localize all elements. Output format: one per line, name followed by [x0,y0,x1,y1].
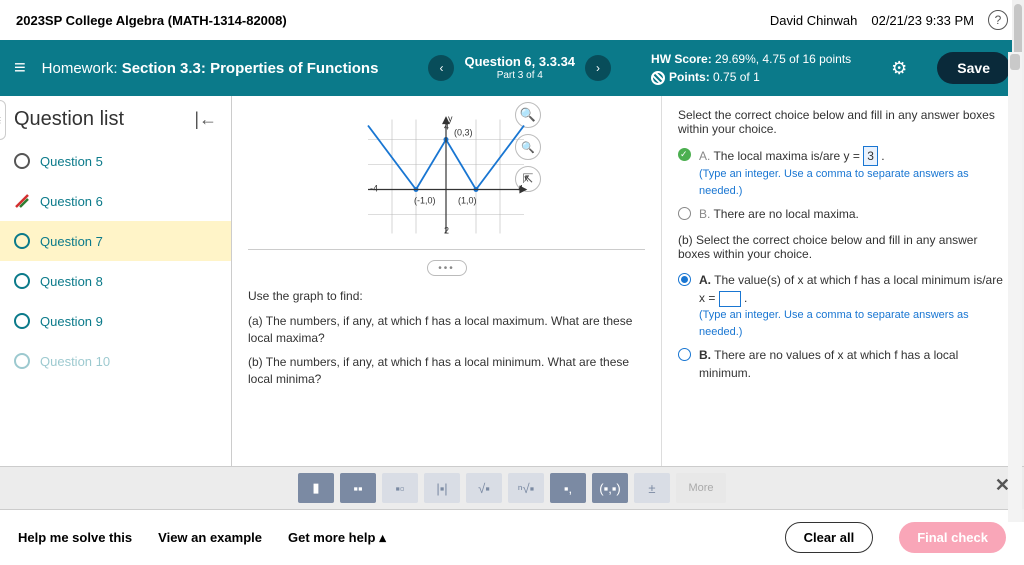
help-solve-link[interactable]: Help me solve this [18,530,132,545]
graph: yx4(0,3)(-1,0)(1,0)-442 [362,108,532,243]
view-example-link[interactable]: View an example [158,530,262,545]
course-title: 2023SP College Algebra (MATH-1314-82008) [16,13,287,28]
next-question-button[interactable]: › [585,55,611,81]
answer-pane: ⋮ Select the correct choice below and fi… [662,96,1024,466]
sidebar-item-q10[interactable]: Question 10 [0,341,231,381]
datetime: 02/21/23 9:33 PM [871,13,974,28]
score-block: HW Score: 29.69%, 4.75 of 16 points Poin… [651,50,851,86]
hint-text: (Type an integer. Use a comma to separat… [699,166,1010,199]
svg-text:4: 4 [444,122,449,132]
caret-up-icon: ▴ [379,530,386,546]
svg-text:(1,0): (1,0) [458,196,477,206]
final-check-button[interactable]: Final check [899,522,1006,553]
page-scrollbar[interactable] [1008,52,1022,522]
choice-label: B. [699,207,710,221]
prompt-b: (b) The numbers, if any, at which f has … [248,354,645,388]
answer-input[interactable] [719,291,741,307]
question-pane: 🔍 🔍 ⇱ [232,96,662,466]
choice-label: A. [699,273,711,287]
tool-more[interactable]: More [676,473,726,503]
footer-bar: Help me solve this View an example Get m… [0,509,1024,565]
question-part: Part 3 of 4 [464,70,575,83]
sidebar-item-q6[interactable]: Question 6 [0,181,231,221]
sidebar-item-label: Question 8 [40,274,103,289]
svg-text:(0,3): (0,3) [454,128,473,138]
radio-selected-icon[interactable] [678,273,691,286]
status-partial-icon [14,193,30,209]
main-area: Question list |← Question 5 Question 6 Q… [0,96,1024,466]
sidebar-item-label: Question 9 [40,314,103,329]
menu-icon[interactable]: ≡ [14,57,26,80]
tool-point[interactable]: (▪,▪) [592,473,628,503]
tool-comma[interactable]: ▪, [550,473,586,503]
sidebar-item-label: Question 6 [40,194,103,209]
status-incomplete-icon [14,153,30,169]
question-number: Question 6, 3.3.34 [464,54,575,70]
tool-exponent[interactable]: ▪▫ [382,473,418,503]
tool-mixed[interactable]: ▪▪ [340,473,376,503]
choice-label: A. [699,149,710,163]
instruction-text: Select the correct choice below and fill… [678,108,1010,136]
homework-title: Homework: Section 3.3: Properties of Fun… [42,60,379,77]
help-icon[interactable]: ? [988,10,1008,30]
svg-text:x: x [524,174,529,184]
assignment-bar: ≡ Homework: Section 3.3: Properties of F… [0,40,1024,96]
tool-nroot[interactable]: ⁿ√▪ [508,473,544,503]
math-toolbar: ▮ ▪▪ ▪▫ |▪| √▪ ⁿ√▪ ▪, (▪,▪) ± More ✕ [0,466,1024,509]
tool-abs[interactable]: |▪| [424,473,460,503]
tool-fraction[interactable]: ▮ [298,473,334,503]
svg-text:(-1,0): (-1,0) [414,196,436,206]
part-b-instruction: (b) Select the correct choice below and … [678,233,1010,261]
collapse-sidebar-icon[interactable]: |← [194,109,217,130]
user-name: David Chinwah [770,13,857,28]
progress-icon [651,71,665,85]
sidebar-item-label: Question 10 [40,354,110,369]
question-list-sidebar: Question list |← Question 5 Question 6 Q… [0,96,232,466]
sidebar-item-q8[interactable]: Question 8 [0,261,231,301]
get-more-help-link[interactable]: Get more help ▴ [288,530,386,546]
svg-text:4: 4 [518,184,523,194]
status-current-icon [14,233,30,249]
save-button[interactable]: Save [937,52,1010,84]
status-incomplete-icon [14,273,30,289]
svg-text:-4: -4 [370,184,378,194]
choice-b-a[interactable]: A. The value(s) of x at which f has a lo… [678,271,1010,340]
content-area: 🔍 🔍 ⇱ [232,96,1024,466]
question-list-title: Question list [14,108,124,131]
prompt-a: (a) The numbers, if any, at which f has … [248,313,645,347]
course-header: 2023SP College Algebra (MATH-1314-82008)… [0,0,1024,40]
question-nav: ‹ Question 6, 3.3.34 Part 3 of 4 › [428,54,611,83]
answer-value[interactable]: 3 [863,146,878,166]
prev-question-button[interactable]: ‹ [428,55,454,81]
tool-sqrt[interactable]: √▪ [466,473,502,503]
hint-text: (Type an integer. Use a comma to separat… [699,307,1010,340]
choice-b[interactable]: B. There are no local maxima. [678,205,1010,223]
tool-plusminus[interactable]: ± [634,473,670,503]
expand-handle[interactable]: ••• [427,260,467,276]
prompt-text: Use the graph to find: [248,288,645,305]
sidebar-item-label: Question 7 [40,234,103,249]
status-incomplete-icon [14,313,30,329]
radio-icon[interactable] [678,348,691,361]
radio-icon[interactable] [678,207,691,220]
choice-b-b[interactable]: B. There are no values of x at which f h… [678,346,1010,382]
radio-checked-icon[interactable] [678,148,691,161]
choice-a[interactable]: A. The local maxima is/are y = 3 . (Type… [678,146,1010,199]
sidebar-item-q7[interactable]: Question 7 [0,221,231,261]
status-incomplete-icon [14,353,30,369]
clear-all-button[interactable]: Clear all [785,522,874,553]
svg-text:2: 2 [444,226,449,236]
sidebar-item-q9[interactable]: Question 9 [0,301,231,341]
choice-label: B. [699,348,711,362]
settings-icon[interactable]: ⚙ [891,58,907,79]
sidebar-item-label: Question 5 [40,154,103,169]
sidebar-item-q5[interactable]: Question 5 [0,141,231,181]
